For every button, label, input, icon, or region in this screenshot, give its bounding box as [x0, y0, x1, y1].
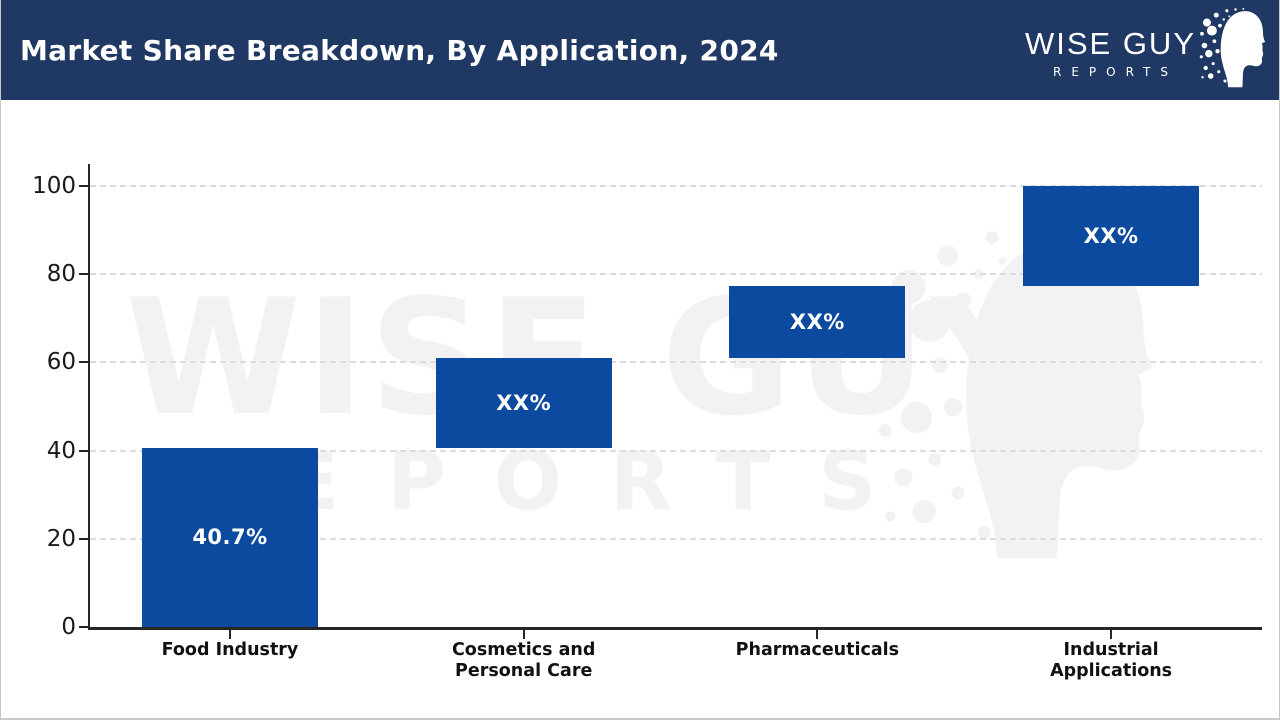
logo-head-icon — [1199, 7, 1266, 88]
bar-pharmaceuticals: XX% — [729, 285, 906, 358]
y-tick-mark-20 — [79, 537, 90, 540]
gridline-80 — [90, 273, 1262, 276]
bar-value-label: XX% — [789, 309, 845, 334]
x-category-label-pharmaceuticals: Pharmaceuticals — [735, 640, 900, 660]
y-tick-label-80: 80 — [46, 261, 76, 288]
x-tick-mark-industrial-applications — [1110, 630, 1113, 639]
wise-guy-reports-logo: WISE GUY REPORTS — [1025, 7, 1270, 91]
y-tick-label-100: 100 — [32, 173, 76, 199]
y-tick-mark-40 — [79, 449, 90, 452]
gridline-40 — [90, 449, 1262, 452]
y-axis-line — [88, 164, 90, 630]
bar-cosmetics-and-personal-care: XX% — [435, 357, 612, 448]
bar-industrial-applications: XX% — [1023, 186, 1200, 286]
y-tick-label-60: 60 — [46, 349, 76, 376]
header-bar: Market Share Breakdown, By Application, … — [0, 0, 1280, 100]
logo-secondary-text: REPORTS — [1052, 64, 1178, 79]
gridline-20 — [90, 537, 1262, 540]
x-tick-mark-pharmaceuticals — [816, 630, 819, 639]
y-tick-label-20: 20 — [46, 525, 76, 552]
y-tick-mark-60 — [79, 361, 90, 364]
y-tick-mark-100 — [79, 185, 90, 187]
x-tick-mark-food-industry — [229, 630, 231, 639]
gridline-100 — [90, 185, 1262, 187]
x-category-label-food-industry: Food Industry — [161, 640, 299, 660]
logo-primary-text: WISE GUY — [1024, 25, 1196, 61]
bar-value-label: XX% — [496, 390, 552, 415]
bar-food-industry: 40.7% — [142, 447, 318, 627]
x-category-label-industrial-applications: Industrial Applications — [1050, 640, 1173, 682]
y-tick-label-40: 40 — [46, 437, 76, 464]
y-tick-label-0: 0 — [61, 614, 76, 640]
x-category-label-cosmetics-and-personal-care: Cosmetics and Personal Care — [451, 640, 596, 682]
bar-value-label: 40.7% — [192, 525, 268, 550]
logo-wordmark: WISE GUY REPORTS — [1025, 26, 1196, 79]
bar-value-label: XX% — [1083, 223, 1139, 248]
y-tick-mark-0 — [79, 626, 90, 628]
x-axis-line — [88, 627, 1262, 630]
chart-title: Market Share Breakdown, By Application, … — [20, 33, 779, 67]
y-tick-mark-80 — [79, 273, 90, 276]
gridline-60 — [90, 361, 1262, 364]
x-tick-mark-cosmetics-and-personal-care — [522, 630, 525, 639]
